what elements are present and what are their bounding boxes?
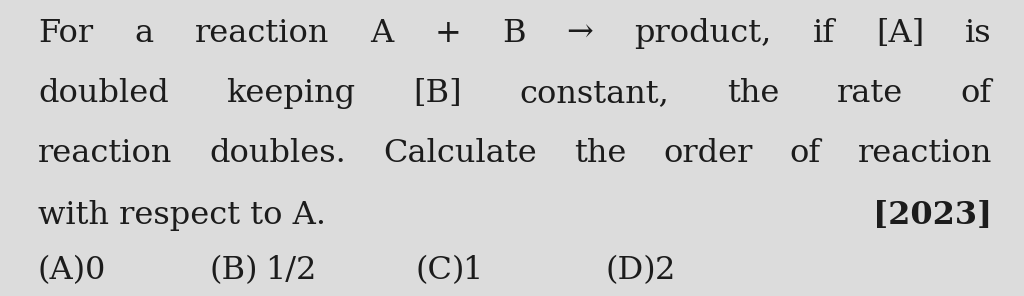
Text: reaction: reaction [38, 138, 172, 169]
Text: keeping: keeping [226, 78, 355, 109]
Text: doubled: doubled [38, 78, 169, 109]
Text: if: if [813, 18, 835, 49]
Text: of: of [961, 78, 992, 109]
Text: 1: 1 [462, 255, 482, 286]
Text: →: → [566, 18, 594, 49]
Text: the: the [727, 78, 779, 109]
Text: with respect to A.: with respect to A. [38, 200, 326, 231]
Text: order: order [664, 138, 753, 169]
Text: of: of [790, 138, 820, 169]
Text: Calculate: Calculate [383, 138, 537, 169]
Text: B: B [502, 18, 525, 49]
Text: A: A [370, 18, 393, 49]
Text: 0: 0 [85, 255, 105, 286]
Text: product,: product, [635, 18, 772, 49]
Text: a: a [134, 18, 154, 49]
Text: (A): (A) [38, 255, 86, 286]
Text: [2023]: [2023] [872, 200, 992, 231]
Text: rate: rate [837, 78, 903, 109]
Text: [A]: [A] [877, 18, 925, 49]
Text: the: the [573, 138, 626, 169]
Text: (C): (C) [415, 255, 464, 286]
Text: doubles.: doubles. [209, 138, 346, 169]
Text: (B): (B) [210, 255, 258, 286]
Text: constant,: constant, [519, 78, 670, 109]
Text: (D): (D) [605, 255, 655, 286]
Text: +: + [434, 18, 461, 49]
Text: reaction: reaction [195, 18, 329, 49]
Text: 1/2: 1/2 [265, 255, 316, 286]
Text: [B]: [B] [413, 78, 462, 109]
Text: 2: 2 [655, 255, 676, 286]
Text: is: is [966, 18, 992, 49]
Text: reaction: reaction [858, 138, 992, 169]
Text: For: For [38, 18, 93, 49]
